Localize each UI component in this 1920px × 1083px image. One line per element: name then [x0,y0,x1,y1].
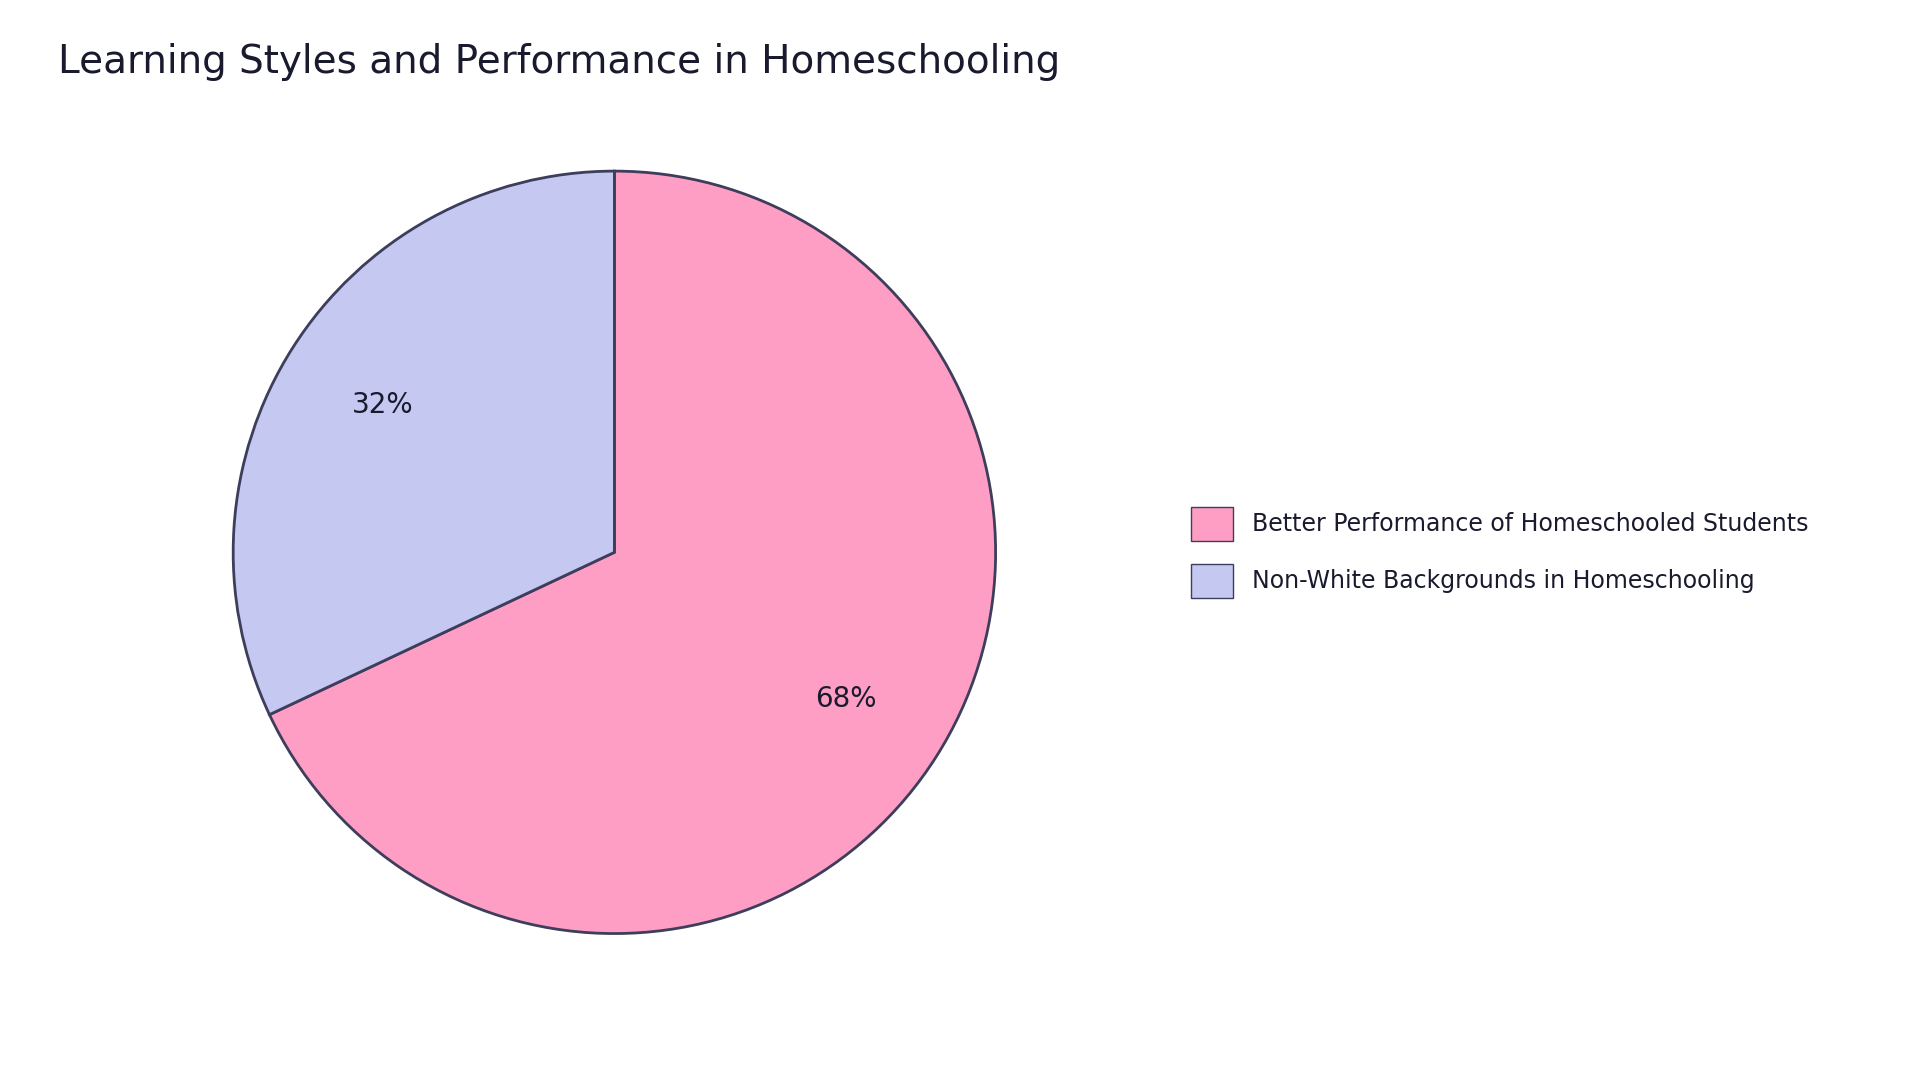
Text: 68%: 68% [816,686,877,714]
Text: 32%: 32% [351,391,413,419]
Wedge shape [269,171,996,934]
Wedge shape [232,171,614,715]
Legend: Better Performance of Homeschooled Students, Non-White Backgrounds in Homeschool: Better Performance of Homeschooled Stude… [1179,495,1820,610]
Text: Learning Styles and Performance in Homeschooling: Learning Styles and Performance in Homes… [58,43,1060,81]
